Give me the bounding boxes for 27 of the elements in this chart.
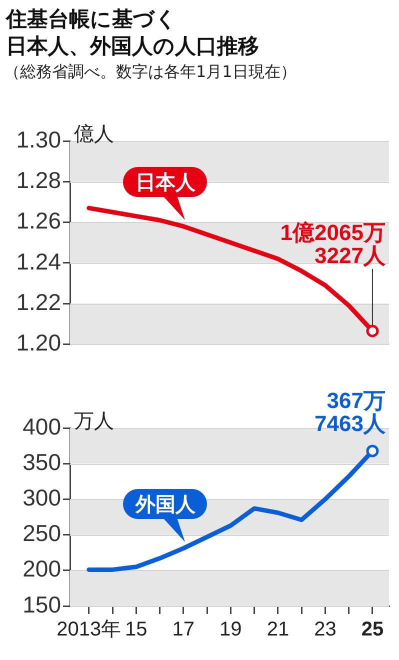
y-tick-label: 1.30 bbox=[16, 126, 61, 152]
x-tick-label: 25 bbox=[361, 618, 384, 641]
series-label: 外国人 bbox=[123, 489, 208, 520]
x-tick-label: 19 bbox=[220, 618, 242, 641]
x-tick-label: 23 bbox=[314, 618, 336, 641]
y-tick-label: 1.28 bbox=[16, 166, 61, 193]
y-tick-label: 300 bbox=[22, 484, 61, 511]
y-tick-label: 400 bbox=[22, 413, 61, 440]
y-tick-label: 1.26 bbox=[16, 208, 61, 234]
y-tick-label: 250 bbox=[22, 520, 61, 546]
series-label: 日本人 bbox=[123, 167, 208, 198]
x-tick-label: 15 bbox=[125, 618, 148, 641]
annotation: 1億2065万 3227人 bbox=[280, 220, 386, 268]
chart-title: 住基台帳に基づく日本人、外国人の人口推移 bbox=[6, 6, 259, 60]
x-tick-label: 21 bbox=[266, 618, 290, 641]
y-tick-label: 1.24 bbox=[16, 248, 62, 274]
annotation: 367万 7463人 bbox=[314, 388, 386, 436]
y-tick-label: 200 bbox=[22, 556, 61, 582]
y-tick-label: 1.22 bbox=[16, 288, 61, 315]
chart-subtitle: （総務省調べ。数字は各年1月1日現在） bbox=[4, 62, 296, 83]
y-tick-label: 350 bbox=[22, 448, 61, 475]
y-axis-title: 億人 bbox=[74, 124, 114, 146]
y-tick-label: 1.20 bbox=[16, 330, 61, 356]
y-tick-label: 150 bbox=[22, 591, 61, 618]
x-tick-label: 2013年 bbox=[56, 618, 122, 641]
x-tick-label: 17 bbox=[172, 618, 195, 641]
y-axis-title: 万人 bbox=[74, 410, 114, 433]
